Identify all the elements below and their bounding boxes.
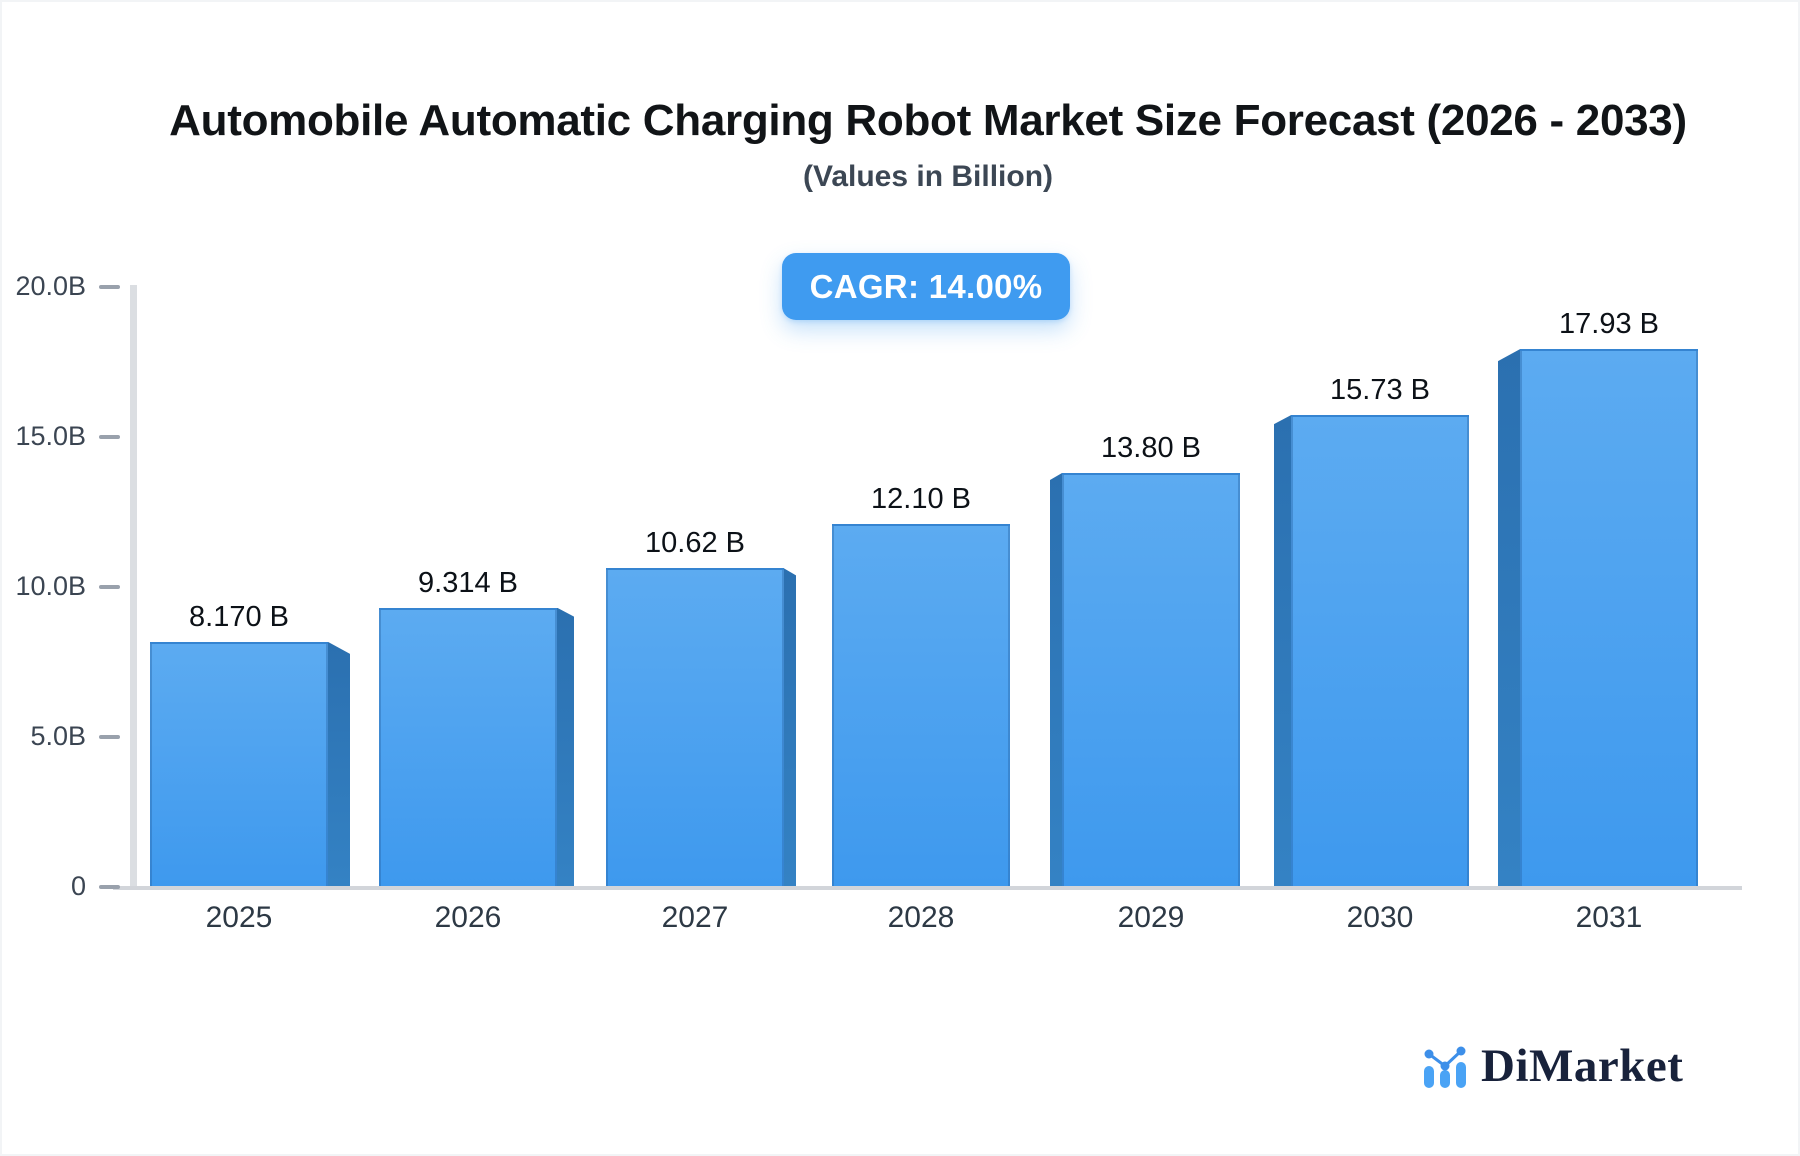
bar-value-label: 12.10 B xyxy=(871,483,971,515)
chart-subtitle: (Values in Billion) xyxy=(802,160,1054,193)
mini-bar-line-chart-icon xyxy=(1424,1046,1466,1088)
brand-logo-text: DiMarket xyxy=(1481,1040,1684,1092)
x-axis-tick-label: 2026 xyxy=(434,901,502,934)
y-axis-tick-label: 0 xyxy=(70,871,86,901)
bar-2031[interactable] xyxy=(1520,349,1698,886)
bar-value-label: 17.93 B xyxy=(1559,308,1659,341)
x-axis-tick-label: 2029 xyxy=(1117,901,1185,934)
x-axis-tick-label: 2027 xyxy=(661,901,729,934)
x-axis-tick-label: 2031 xyxy=(1575,901,1643,934)
y-axis-tick-mark xyxy=(99,735,120,739)
bar-2030[interactable] xyxy=(1291,415,1469,886)
x-axis-line xyxy=(113,886,1742,890)
y-axis-tick-mark xyxy=(99,585,120,589)
bar-side-panel xyxy=(1050,473,1062,886)
bar-2025[interactable] xyxy=(150,641,328,886)
y-axis-line xyxy=(130,285,137,887)
bar-side-panel xyxy=(557,607,574,886)
bar-value-label: 8.170 B xyxy=(189,600,289,633)
cagr-badge-label: CAGR: 14.00% xyxy=(809,267,1043,305)
y-axis-tick-label: 5.0B xyxy=(30,721,86,751)
bar-side-panel xyxy=(784,568,796,886)
y-axis-tick-mark xyxy=(99,285,120,289)
cagr-badge: CAGR: 14.00% xyxy=(782,253,1070,320)
bar-2028[interactable] xyxy=(832,524,1010,886)
bar-side-panel xyxy=(1274,415,1291,886)
x-axis-tick-label: 2030 xyxy=(1346,901,1414,934)
bar-2026[interactable] xyxy=(379,607,557,886)
bar-side-panel xyxy=(328,641,350,886)
bar-2027[interactable] xyxy=(606,568,784,886)
y-axis-tick-mark xyxy=(99,885,120,889)
bar-value-label: 15.73 B xyxy=(1330,374,1430,407)
chart-title: Automobile Automatic Charging Robot Mark… xyxy=(169,96,1687,145)
bar-2029[interactable] xyxy=(1062,473,1240,886)
x-axis-tick-label: 2028 xyxy=(887,901,955,934)
bar-value-label: 10.62 B xyxy=(645,527,745,560)
bar-value-label: 13.80 B xyxy=(1101,432,1201,464)
bar-value-label: 9.314 B xyxy=(418,566,518,599)
bar-side-panel xyxy=(1498,349,1520,886)
x-axis-tick-label: 2025 xyxy=(205,901,273,934)
y-axis-tick-label: 20.0B xyxy=(15,271,86,301)
y-axis-tick-label: 10.0B xyxy=(15,571,86,601)
y-axis-tick-mark xyxy=(99,435,120,439)
brand-logo: DiMarket xyxy=(1423,1042,1683,1090)
y-axis-tick-label: 15.0B xyxy=(15,421,86,451)
